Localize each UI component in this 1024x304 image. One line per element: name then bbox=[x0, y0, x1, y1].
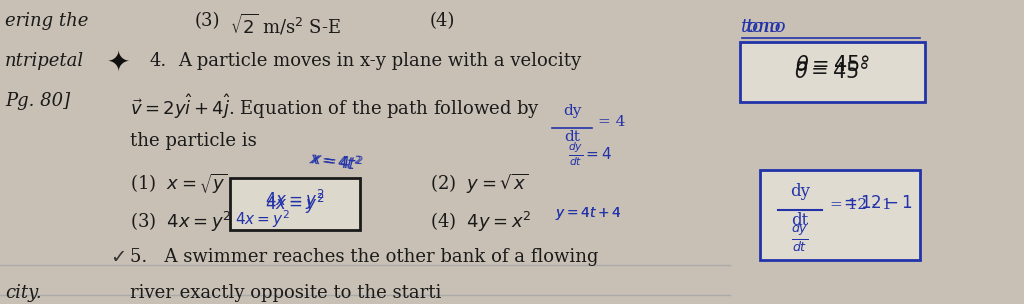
Text: $\frac{dy}{dt}=4$: $\frac{dy}{dt}=4$ bbox=[568, 140, 612, 168]
Text: ✦: ✦ bbox=[106, 48, 130, 76]
Text: $\sqrt{2}$ m/s$^2$ S-E: $\sqrt{2}$ m/s$^2$ S-E bbox=[230, 12, 341, 37]
Text: ering the: ering the bbox=[5, 12, 88, 30]
Text: Pg. 80]: Pg. 80] bbox=[5, 92, 70, 110]
Text: tono: tono bbox=[745, 18, 785, 36]
Text: $4x=y^2$: $4x=y^2$ bbox=[234, 208, 290, 230]
Text: 5.   A swimmer reaches the other bank of a flowing: 5. A swimmer reaches the other bank of a… bbox=[130, 248, 598, 266]
Bar bbox=[740, 42, 925, 102]
Text: $y=4t+4$: $y=4t+4$ bbox=[555, 205, 622, 222]
Text: dy: dy bbox=[563, 104, 582, 118]
Text: $4x=y^2$: $4x=y^2$ bbox=[265, 192, 325, 216]
Bar bbox=[760, 170, 920, 260]
Text: ntripetal: ntripetal bbox=[5, 52, 84, 70]
Text: $\frac{dy}{dt}$: $\frac{dy}{dt}$ bbox=[792, 222, 809, 254]
Text: $x = 4t^2$: $x = 4t^2$ bbox=[308, 148, 362, 174]
Text: = 4: = 4 bbox=[598, 115, 626, 129]
Text: river exactly opposite to the starti: river exactly opposite to the starti bbox=[130, 284, 441, 302]
Text: 4.: 4. bbox=[150, 52, 167, 70]
Text: (3): (3) bbox=[195, 12, 220, 30]
Text: city.: city. bbox=[5, 284, 42, 302]
Text: (4): (4) bbox=[430, 12, 456, 30]
Text: (2)  $y = \sqrt{x}$: (2) $y = \sqrt{x}$ bbox=[430, 172, 528, 196]
Text: dy: dy bbox=[790, 183, 810, 200]
Text: $y = 4t + 4$: $y = 4t + 4$ bbox=[555, 205, 622, 222]
Text: $4x = y^2$: $4x = y^2$ bbox=[265, 188, 325, 212]
Text: ✓: ✓ bbox=[110, 248, 126, 267]
Text: (3)  $4x = y^2$: (3) $4x = y^2$ bbox=[130, 210, 231, 234]
Text: (4)  $4y = x^2$: (4) $4y = x^2$ bbox=[430, 210, 531, 234]
Bar bbox=[230, 178, 360, 230]
Text: $\vec{v}=2y\hat{i}+4\hat{j}$. Equation of the path followed by: $\vec{v}=2y\hat{i}+4\hat{j}$. Equation o… bbox=[130, 92, 540, 121]
Text: $\theta = 45°$: $\theta = 45°$ bbox=[796, 55, 870, 75]
Text: A particle moves in x-y plane with a velocity: A particle moves in x-y plane with a vel… bbox=[178, 52, 582, 70]
Text: $x=4t^2$: $x=4t^2$ bbox=[310, 148, 365, 174]
Text: = 12 - 1: = 12 - 1 bbox=[830, 198, 892, 212]
Text: the particle is: the particle is bbox=[130, 132, 257, 150]
Text: $=12-1$: $=12-1$ bbox=[840, 195, 913, 212]
Text: dt: dt bbox=[564, 130, 580, 144]
Text: tono: tono bbox=[740, 18, 780, 36]
Text: $\theta=45°$: $\theta=45°$ bbox=[795, 62, 869, 82]
Text: dt: dt bbox=[792, 212, 809, 229]
Text: (1)  $x = \sqrt{y}$: (1) $x = \sqrt{y}$ bbox=[130, 172, 227, 196]
